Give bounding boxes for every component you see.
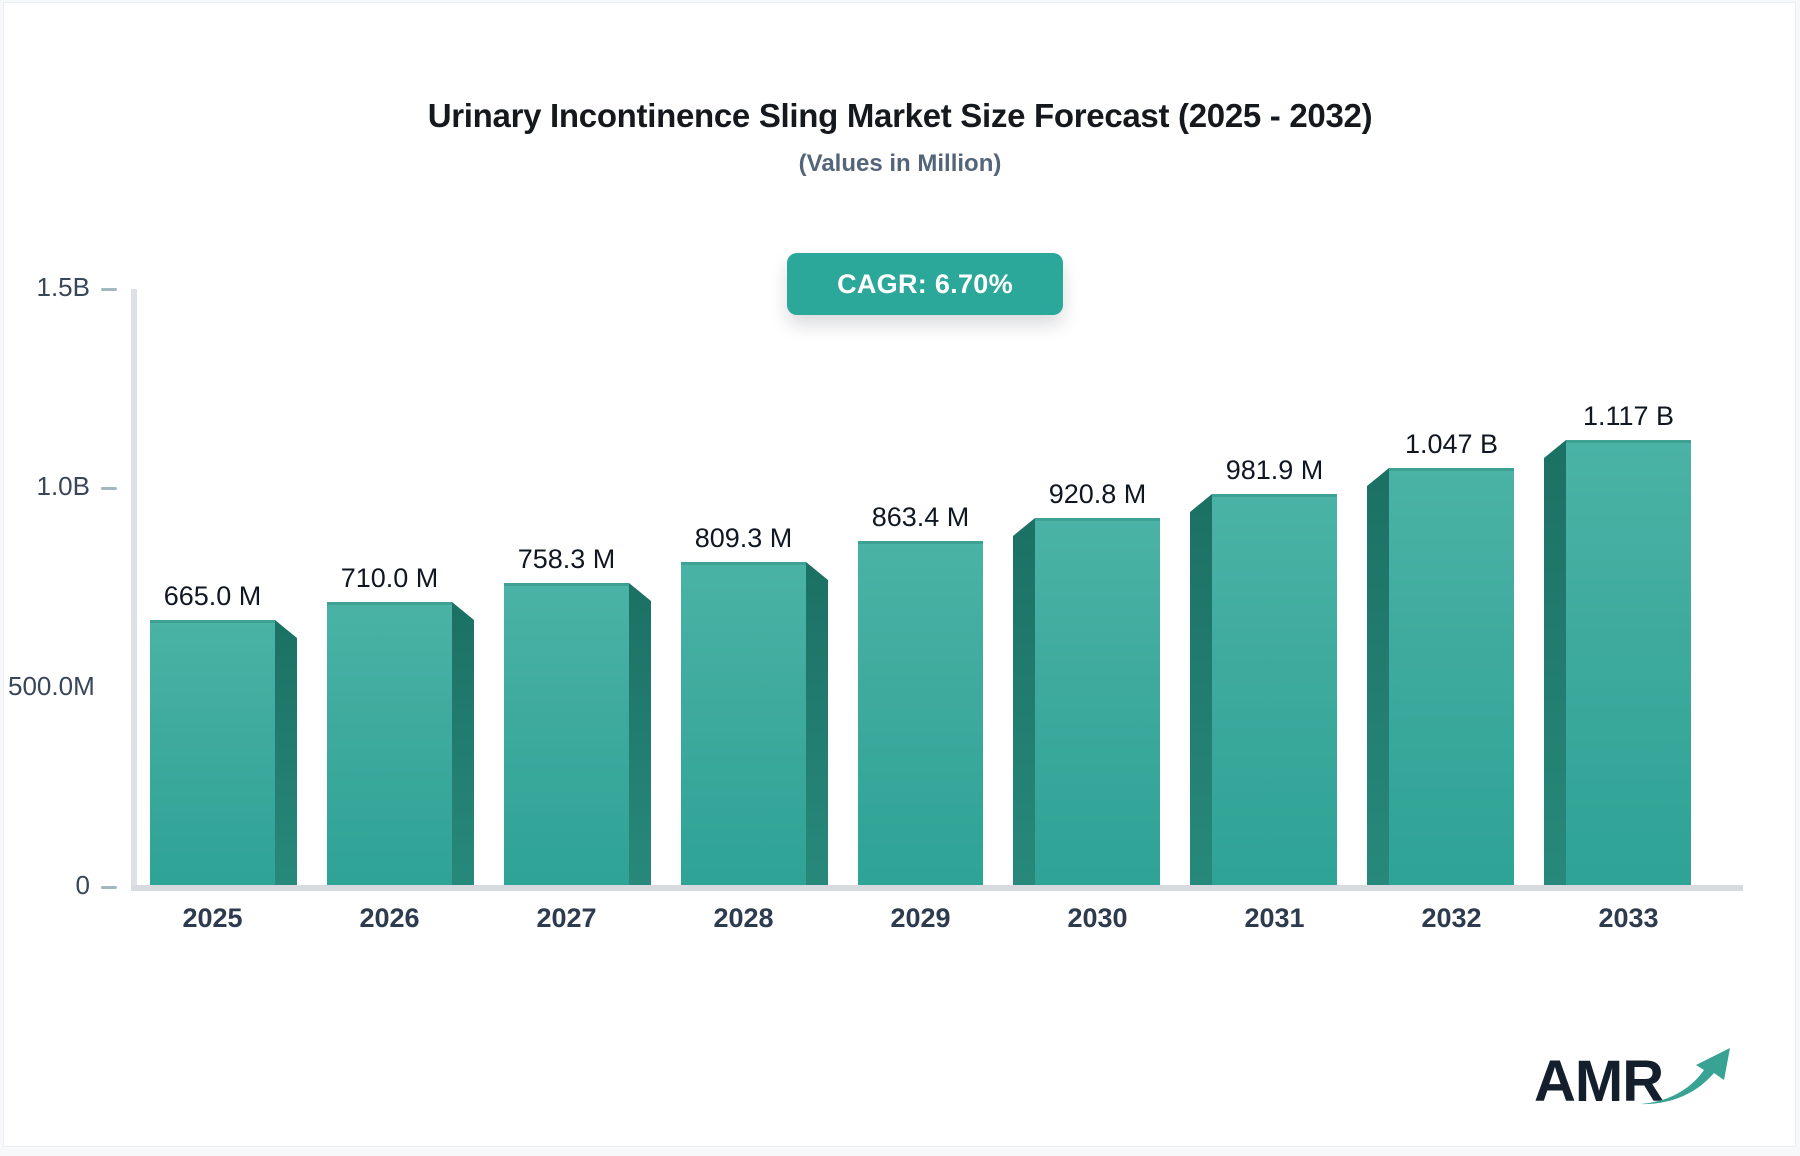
bar-value-label: 710.0 M [340,563,439,593]
bar-side-face [806,562,828,885]
bar-side-face [275,620,297,885]
x-tick-label: 2031 [1244,903,1305,933]
chart-title: Urinary Incontinence Sling Market Size F… [427,97,1373,134]
bar-2026 [327,602,452,885]
x-tick-label: 2025 [182,903,243,933]
bar-value-label: 758.3 M [517,544,616,574]
x-tick-label: 2026 [359,903,420,933]
y-tick-label: 1.5B [36,272,91,302]
amr-logo-text: AMR [1534,1049,1664,1114]
amr-logo: AMR [1520,1040,1730,1130]
bar-2032 [1389,468,1514,885]
y-axis-line [131,289,137,891]
bar-2028 [681,562,806,885]
bar-side-face [1190,494,1212,885]
x-tick-label: 2032 [1421,903,1482,933]
bar-2033 [1566,440,1691,885]
bar-side-face [629,583,651,885]
growth-arrow-icon [1640,1048,1730,1105]
bar-value-label: 809.3 M [694,523,793,553]
x-tick-label: 2029 [890,903,951,933]
x-tick-label: 2027 [536,903,597,933]
y-tick-mark [101,487,117,491]
y-tick-mark [101,886,117,889]
bar-value-label: 1.047 B [1404,429,1499,459]
bar-2030 [1035,518,1160,885]
bar-value-label: 863.4 M [871,502,970,532]
bar-value-label: 920.8 M [1048,479,1147,509]
y-tick-mark [101,288,117,291]
y-tick-label: 1.0B [36,471,91,502]
x-tick-label: 2030 [1067,903,1128,933]
bar-side-face [452,602,474,885]
x-axis-line [131,885,1743,891]
y-tick-label: 500.0M [8,670,95,701]
bar-value-label: 1.117 B [1582,401,1675,431]
bar-2031 [1212,494,1337,885]
bar-side-face [1367,468,1389,885]
x-tick-label: 2028 [713,903,774,933]
bar-value-label: 665.0 M [163,581,262,611]
bar-2027 [504,583,629,885]
bar-side-face [1544,440,1566,885]
chart-subtitle: (Values in Million) [798,150,1002,177]
bar-side-face [1013,518,1035,885]
bar-2029 [858,541,983,885]
x-tick-label: 2033 [1598,903,1659,933]
cagr-badge: CAGR: 6.70% [787,253,1063,315]
bar-value-label: 981.9 M [1225,455,1324,485]
bar-2025 [150,620,275,885]
y-tick-label: 0 [75,870,90,900]
